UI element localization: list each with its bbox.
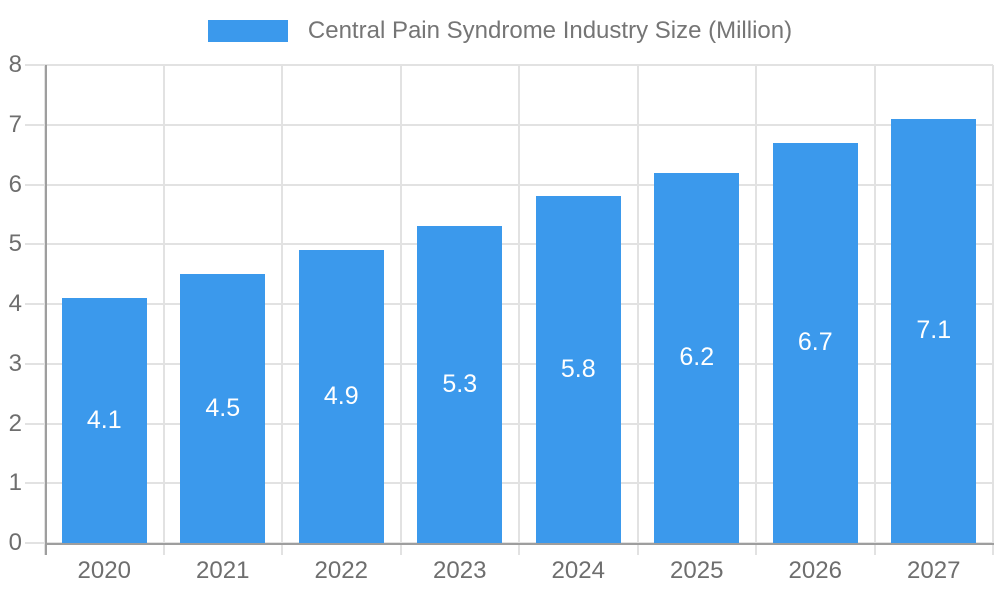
- gridline-vertical: [636, 65, 639, 555]
- y-axis-tick-label: 6: [8, 170, 22, 198]
- bar-value-label: 7.1: [916, 316, 952, 345]
- plot-area: 4.1 4.5 4.9 5.3 5.8 6.2 6.7 7.1: [25, 64, 994, 555]
- y-axis-tick-label: 0: [8, 529, 22, 556]
- gridline-vertical: [399, 65, 402, 555]
- y-axis-line: [45, 65, 47, 555]
- bar[interactable]: 6.2: [654, 172, 740, 543]
- gridline-horizontal: [25, 362, 993, 365]
- bar[interactable]: 6.7: [772, 142, 858, 543]
- y-axis-tick-label: 2: [8, 409, 22, 437]
- x-axis-tick-label: 2022: [314, 557, 368, 584]
- gridline-horizontal: [25, 243, 993, 246]
- gridline-vertical: [281, 65, 283, 555]
- x-axis-tick-label: 2027: [907, 557, 961, 584]
- bar-value-label: 6.2: [679, 343, 715, 372]
- gridline-vertical: [518, 65, 520, 555]
- gridline-horizontal: [25, 422, 993, 425]
- x-axis-tick-label: 2021: [196, 557, 250, 584]
- bar-value-label: 4.5: [205, 394, 241, 423]
- bar[interactable]: 4.9: [298, 250, 384, 543]
- y-axis-tick-label: 7: [8, 110, 22, 138]
- bar[interactable]: 5.8: [535, 196, 621, 543]
- chart-legend: Central Pain Syndrome Industry Size (Mil…: [0, 17, 1000, 45]
- x-axis-tick-label: 2026: [788, 557, 842, 584]
- gridline-horizontal: [25, 64, 993, 66]
- x-axis-tick-label: 2020: [77, 557, 131, 584]
- bar-value-label: 5.3: [442, 370, 478, 399]
- bar[interactable]: 7.1: [891, 118, 977, 543]
- y-axis-tick-label: 4: [8, 290, 22, 317]
- bar-value-label: 4.1: [86, 406, 122, 435]
- gridline-vertical: [755, 65, 757, 555]
- gridline-vertical: [162, 65, 165, 555]
- legend-label: Central Pain Syndrome Industry Size (Mil…: [307, 17, 793, 44]
- gridline-horizontal: [25, 123, 993, 126]
- bar-value-label: 4.9: [323, 382, 359, 411]
- x-axis-tick-label: 2025: [670, 557, 724, 584]
- bar[interactable]: 5.3: [417, 226, 503, 543]
- x-axis-tick-label: 2024: [551, 557, 605, 584]
- legend-swatch-icon: [207, 20, 288, 42]
- x-axis-tick-label: 2023: [433, 557, 487, 584]
- gridline-horizontal: [25, 303, 993, 305]
- bar-value-label: 6.7: [797, 328, 833, 357]
- bar[interactable]: 4.5: [180, 274, 266, 543]
- gridline-vertical: [992, 65, 994, 555]
- x-axis-line: [45, 543, 994, 545]
- bar[interactable]: 4.1: [61, 298, 147, 543]
- bar-value-label: 5.8: [560, 355, 596, 384]
- y-axis-tick-label: 1: [8, 469, 22, 497]
- gridline-horizontal: [25, 183, 993, 186]
- legend-item[interactable]: Central Pain Syndrome Industry Size (Mil…: [207, 17, 793, 45]
- gridline-horizontal: [25, 482, 993, 485]
- y-axis-tick-label: 3: [8, 349, 22, 377]
- y-axis-tick-label: 5: [8, 230, 22, 258]
- y-axis-tick-label: 8: [8, 51, 22, 78]
- gridline-vertical: [873, 65, 876, 555]
